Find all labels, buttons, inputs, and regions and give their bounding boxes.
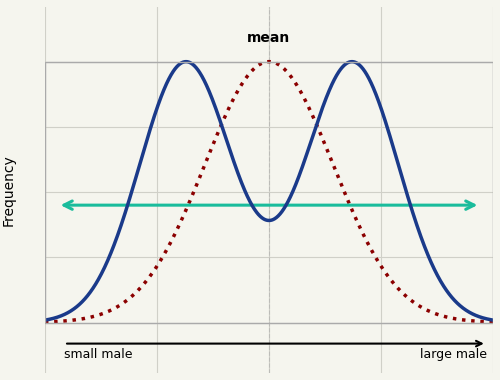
Text: large male: large male xyxy=(420,348,486,361)
Bar xyxy=(45,62,493,323)
Text: Frequency: Frequency xyxy=(2,154,16,226)
Text: small male: small male xyxy=(64,348,132,361)
Text: mean: mean xyxy=(248,31,290,45)
